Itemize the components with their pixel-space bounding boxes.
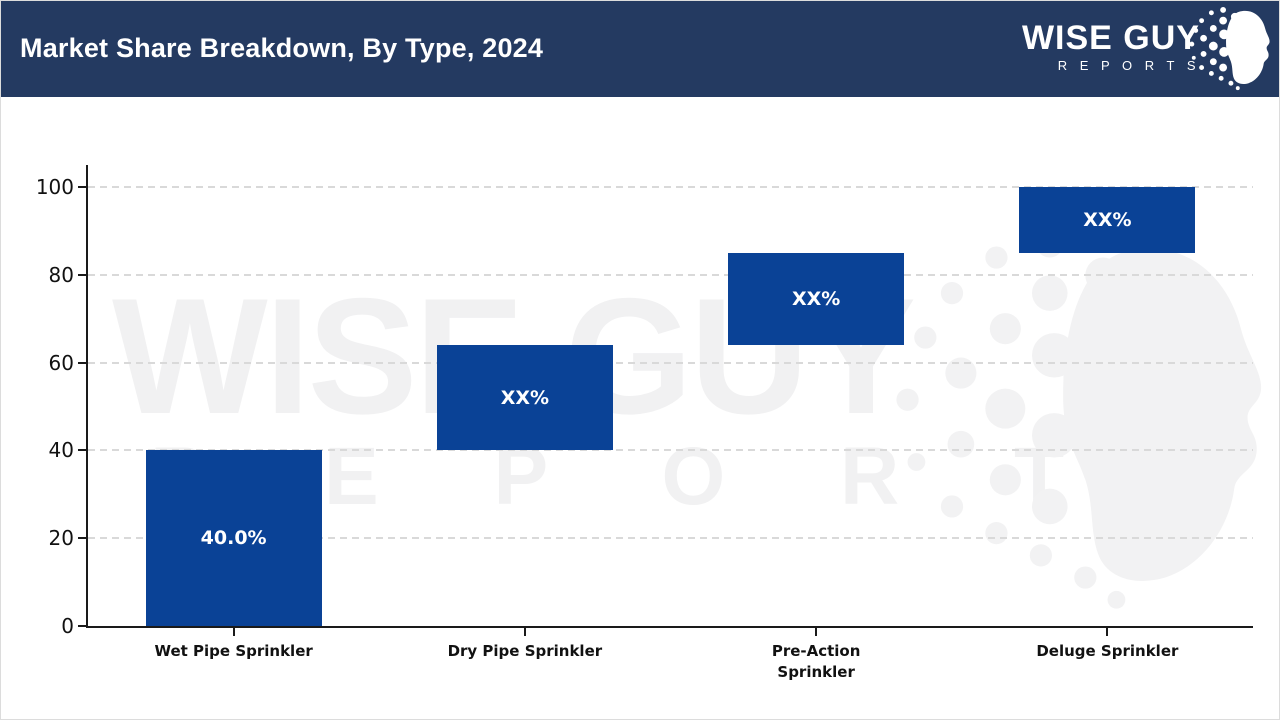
x-category-label: Pre-Action Sprinkler <box>771 642 861 681</box>
header: Market Share Breakdown, By Type, 2024 WI… <box>0 0 1280 97</box>
y-tick-label-20: 20 <box>48 526 74 551</box>
y-tick-80 <box>78 273 86 276</box>
y-tick-label-60: 60 <box>48 350 74 375</box>
x-category-label: Wet Pipe Sprinkler <box>154 642 313 660</box>
y-tick-label-0: 0 <box>61 614 74 638</box>
logo-wordmark: WISE GUY R E P O R T S <box>1022 20 1200 73</box>
y-tick-20 <box>78 537 86 540</box>
y-tick-0 <box>78 625 86 627</box>
wise-guy-reports-logo: WISE GUY R E P O R T S <box>1022 0 1272 97</box>
page-title: Market Share Breakdown, By Type, 2024 <box>20 33 544 63</box>
bar-pre-action-sprinkler: XX% <box>728 252 905 346</box>
bar-value-label: XX% <box>1083 208 1132 231</box>
bar-value-label: XX% <box>500 386 550 409</box>
logo-wordmark-reports: R E P O R T S <box>1057 58 1200 73</box>
logo-head-icon <box>1189 6 1270 91</box>
x-tick-2 <box>815 628 818 636</box>
bar-value-label: 40.0% <box>200 527 267 550</box>
y-tick-label-100: 100 <box>35 175 74 199</box>
x-category-label: Dry Pipe Sprinkler <box>447 642 603 660</box>
bar-deluge-sprinkler: XX% <box>1019 187 1196 253</box>
gridline-80 <box>88 273 1253 276</box>
gridline-20 <box>88 537 1253 540</box>
x-tick-0 <box>232 628 235 636</box>
x-tick-1 <box>523 628 526 636</box>
y-axis-line <box>86 165 88 628</box>
y-tick-100 <box>78 186 86 188</box>
bar-wet-pipe-sprinkler: 40.0% <box>145 450 322 626</box>
y-tick-label-80: 80 <box>48 262 74 287</box>
logo-wordmark-wiseguy: WISE GUY <box>1021 19 1200 57</box>
y-tick-60 <box>78 361 86 364</box>
gridline-60 <box>88 361 1253 364</box>
y-tick-40 <box>78 449 86 452</box>
bar-dry-pipe-sprinkler: XX% <box>436 345 613 451</box>
x-category-label: Deluge Sprinkler <box>1036 642 1179 660</box>
gridline-100 <box>88 186 1253 188</box>
x-axis-line <box>86 626 1253 628</box>
y-tick-label-40: 40 <box>48 438 74 463</box>
x-tick-3 <box>1106 628 1109 636</box>
gridline-40 <box>88 449 1253 452</box>
bar-value-label: XX% <box>791 287 841 310</box>
